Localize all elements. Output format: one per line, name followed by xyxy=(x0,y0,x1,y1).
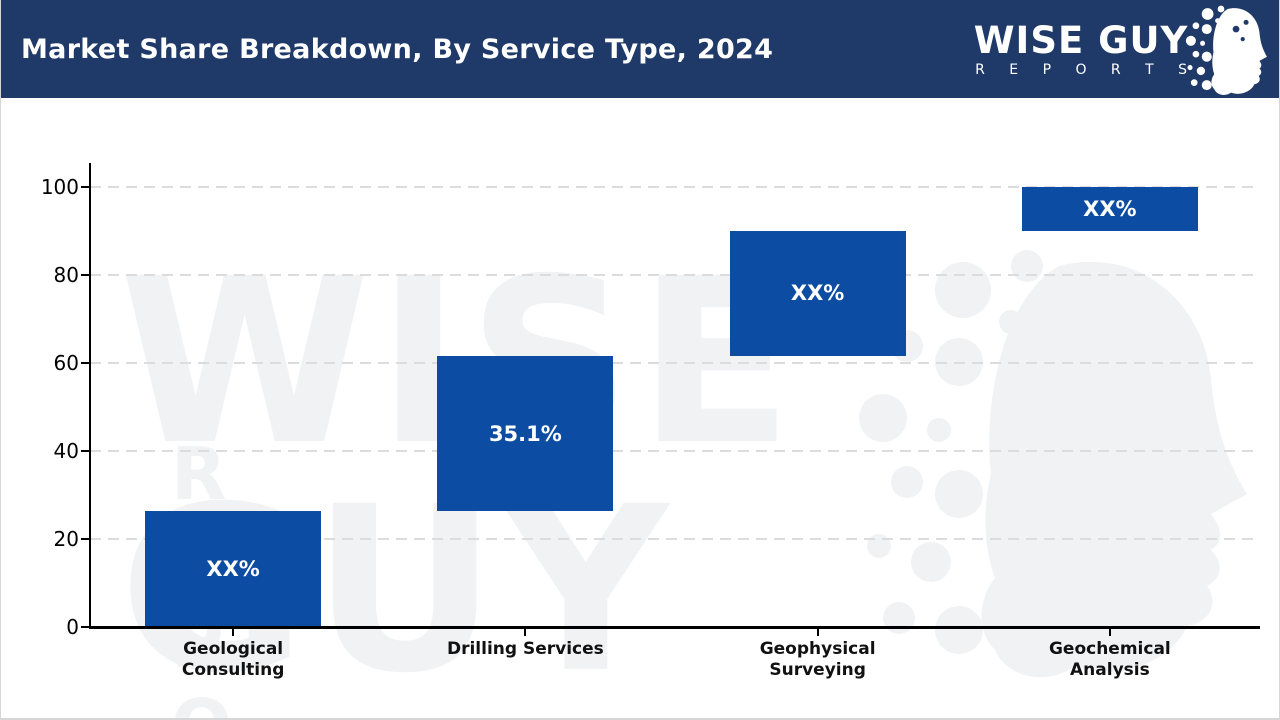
logo-subtitle: R E P O R T S xyxy=(975,62,1197,78)
x-tick-mark xyxy=(1108,629,1111,636)
y-tick-label: 0 xyxy=(66,615,79,639)
x-tick-mark xyxy=(816,629,819,636)
bar-value-label: 35.1% xyxy=(488,421,562,446)
y-tick-label: 100 xyxy=(40,175,79,199)
bar-value-label: XX% xyxy=(1083,196,1137,221)
y-gridline xyxy=(90,450,1259,452)
x-tick-label: Geophysical Surveying xyxy=(759,639,876,680)
y-tick-mark xyxy=(81,186,89,188)
x-tick-mark xyxy=(524,629,527,636)
y-gridline xyxy=(90,274,1259,276)
y-tick-mark xyxy=(81,362,89,364)
x-tick-label: Drilling Services xyxy=(446,639,604,659)
y-tick-label: 20 xyxy=(53,527,79,551)
bar-value-label: XX% xyxy=(206,556,260,581)
y-tick-label: 60 xyxy=(53,351,79,375)
bar-segment: XX% xyxy=(729,230,906,357)
y-tick-label: 40 xyxy=(53,439,79,463)
y-tick-mark xyxy=(81,450,89,452)
bar-value-label: XX% xyxy=(790,281,845,306)
y-gridline xyxy=(90,362,1259,364)
x-tick-label: Geological Consulting xyxy=(181,639,285,680)
wiseguy-logo: WISE GUY R E P O R T S xyxy=(965,4,1269,96)
y-axis-spine xyxy=(89,163,91,629)
chart-title: Market Share Breakdown, By Service Type,… xyxy=(21,33,774,65)
y-tick-mark xyxy=(81,538,89,540)
x-tick-label: Geochemical Analysis xyxy=(1048,639,1171,680)
y-tick-mark xyxy=(81,626,89,628)
y-tick-mark xyxy=(81,274,89,276)
x-tick-mark xyxy=(232,629,235,636)
wiseguy-head-icon xyxy=(1185,5,1267,95)
wiseguy-logo-text: WISE GUY R E P O R T S xyxy=(965,21,1197,79)
x-axis-spine xyxy=(89,626,1260,629)
bar-segment: XX% xyxy=(1021,187,1198,231)
bar-segment: XX% xyxy=(145,510,322,627)
y-gridline xyxy=(90,538,1259,540)
header-band: Market Share Breakdown, By Service Type,… xyxy=(1,0,1279,98)
y-gridline xyxy=(90,186,1259,188)
logo-wordmark: WISE GUY xyxy=(973,19,1189,62)
y-tick-label: 80 xyxy=(53,263,79,287)
bar-segment: 35.1% xyxy=(437,356,614,511)
